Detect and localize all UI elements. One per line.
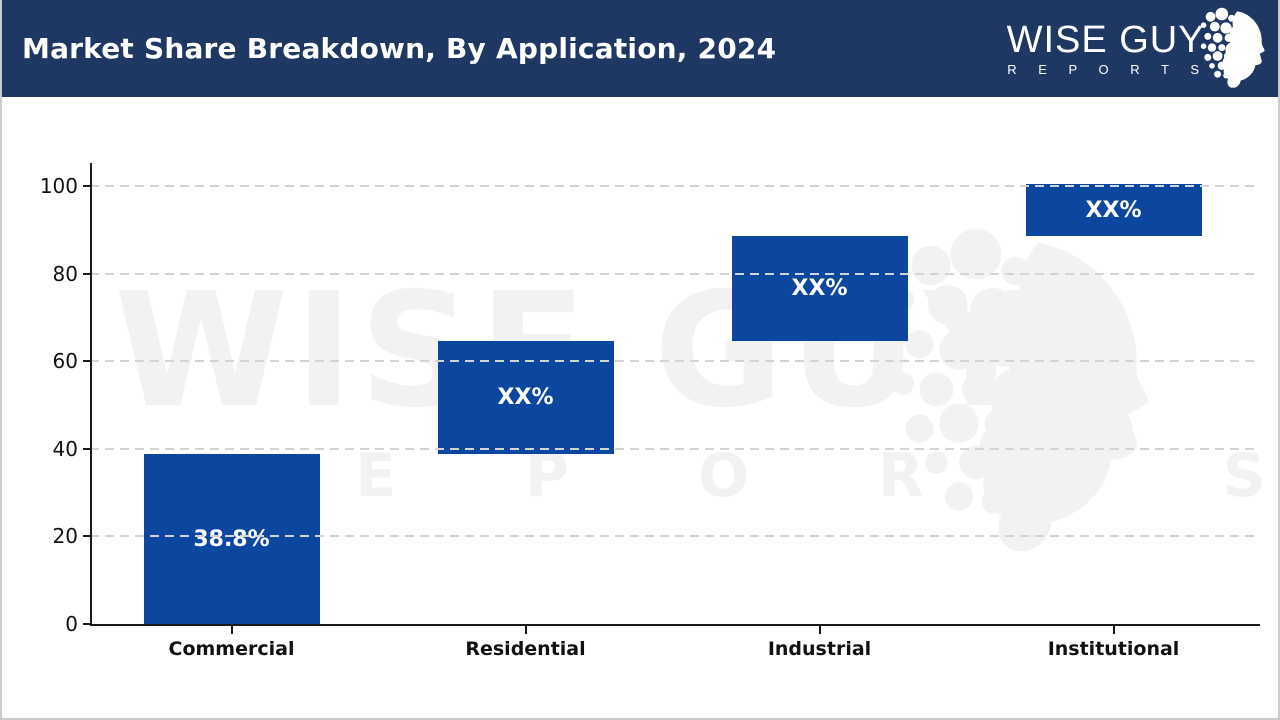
y-axis-tick — [83, 360, 90, 363]
header-bar: Market Share Breakdown, By Application, … — [2, 0, 1278, 97]
x-axis-tick — [230, 626, 233, 634]
chart-area: 38.8% XX% XX% XX% 0 20 40 60 80 100 Commercial Resi… — [2, 97, 1278, 718]
bar-value-label: XX% — [791, 276, 848, 302]
y-axis-tick-label: 60 — [52, 349, 78, 374]
page-title: Market Share Breakdown, By Application, … — [22, 32, 777, 65]
brand-logo-text: WISE GUY R E P O R T S — [1003, 21, 1208, 77]
bar-value-label: XX% — [497, 385, 554, 411]
y-axis-tick-label: 100 — [39, 174, 78, 198]
gridline-60 — [90, 360, 1260, 363]
x-axis-tick — [818, 626, 821, 634]
x-axis-tick-label-industrial: Industrial — [767, 638, 872, 660]
y-axis-tick-label: 80 — [52, 261, 78, 286]
brand-logo-name: WISE GUY — [1006, 18, 1205, 61]
y-axis-tick-label: 40 — [52, 436, 78, 461]
x-axis-tick-label-institutional: Institutional — [1047, 638, 1180, 660]
gridline-80 — [90, 272, 1260, 275]
y-axis-tick — [83, 535, 90, 538]
y-axis-tick — [83, 185, 90, 187]
bar-commercial: 38.8% — [143, 454, 320, 624]
x-axis-tick-label-residential: Residential — [465, 638, 586, 660]
gridline-40 — [90, 447, 1260, 450]
x-axis-spine — [90, 624, 1260, 626]
bar-institutional: XX% — [1025, 184, 1202, 237]
brand-logo-subname: R E P O R T S — [1007, 61, 1208, 77]
y-axis-spine — [90, 163, 92, 626]
dot-face-icon — [1200, 7, 1265, 88]
bar-industrial: XX% — [731, 236, 908, 342]
y-axis-tick-label: 0 — [65, 612, 78, 636]
bar-residential: XX% — [437, 341, 614, 455]
bar-value-label: XX% — [1085, 197, 1142, 223]
x-axis-tick-label-commercial: Commercial — [168, 638, 295, 660]
x-axis-tick — [524, 626, 527, 634]
x-axis-tick — [1112, 626, 1115, 634]
bar-value-label: 38.8% — [193, 526, 270, 552]
y-axis-tick-label: 20 — [52, 524, 78, 549]
y-axis-tick — [83, 623, 90, 625]
brand-logo: WISE GUY R E P O R T S — [1003, 7, 1268, 91]
gridline-20 — [90, 535, 1260, 538]
y-axis-tick — [83, 272, 90, 275]
gridline-100 — [90, 185, 1260, 187]
y-axis-tick — [83, 447, 90, 450]
